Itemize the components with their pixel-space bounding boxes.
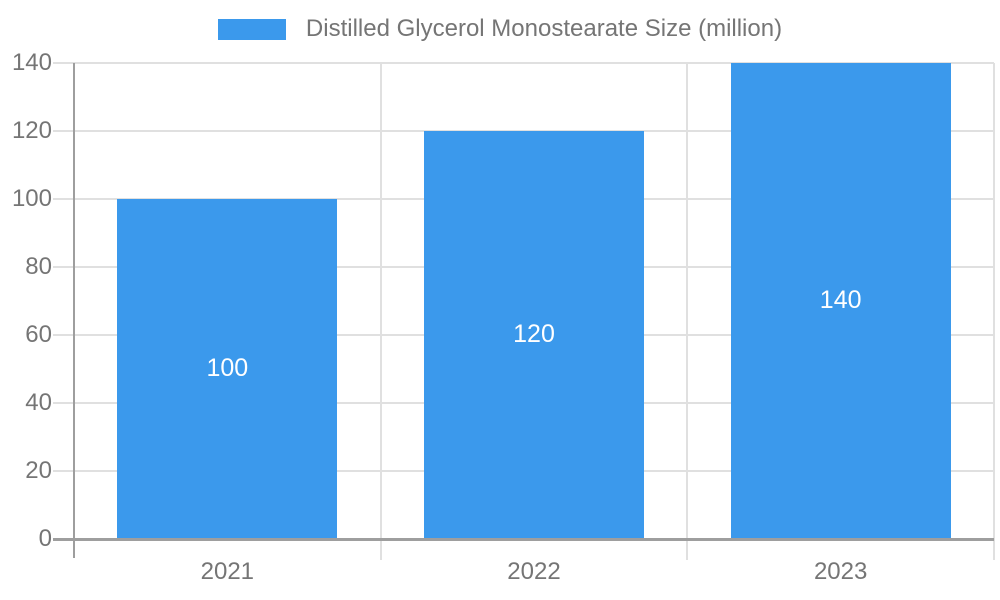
y-axis-line — [73, 63, 75, 558]
y-gridline — [53, 62, 994, 64]
y-axis-tick-label: 0 — [38, 525, 52, 552]
bar-value-label: 120 — [513, 320, 555, 348]
y-axis-tick-label: 40 — [25, 389, 52, 416]
legend-label: Distilled Glycerol Monostearate Size (mi… — [305, 15, 783, 42]
y-axis-tick-label: 100 — [11, 185, 52, 212]
x-gridline — [993, 63, 995, 560]
y-axis-tick-label: 60 — [25, 321, 52, 348]
x-axis-tick-label: 2021 — [200, 558, 255, 585]
x-axis-tick-label: 2023 — [813, 558, 868, 585]
x-axis-line — [53, 538, 994, 541]
x-gridline — [686, 63, 689, 560]
bar-value-label: 100 — [206, 354, 249, 382]
y-axis-tick-label: 120 — [11, 117, 52, 144]
y-axis-tick-label: 20 — [25, 457, 52, 484]
bar-2022[interactable] — [424, 131, 644, 539]
x-axis-tick-label: 2022 — [507, 558, 561, 585]
x-gridline — [379, 63, 382, 560]
bar-value-label: 140 — [819, 286, 862, 314]
bar-2023[interactable] — [730, 63, 951, 539]
y-axis-tick-label: 80 — [25, 253, 52, 280]
bar-2021[interactable] — [117, 199, 338, 539]
legend-swatch-icon — [217, 18, 286, 40]
legend-item[interactable]: Distilled Glycerol Monostearate Size (mi… — [217, 15, 783, 43]
legend: Distilled Glycerol Monostearate Size (mi… — [0, 15, 1000, 43]
y-axis-tick-label: 140 — [11, 49, 52, 76]
